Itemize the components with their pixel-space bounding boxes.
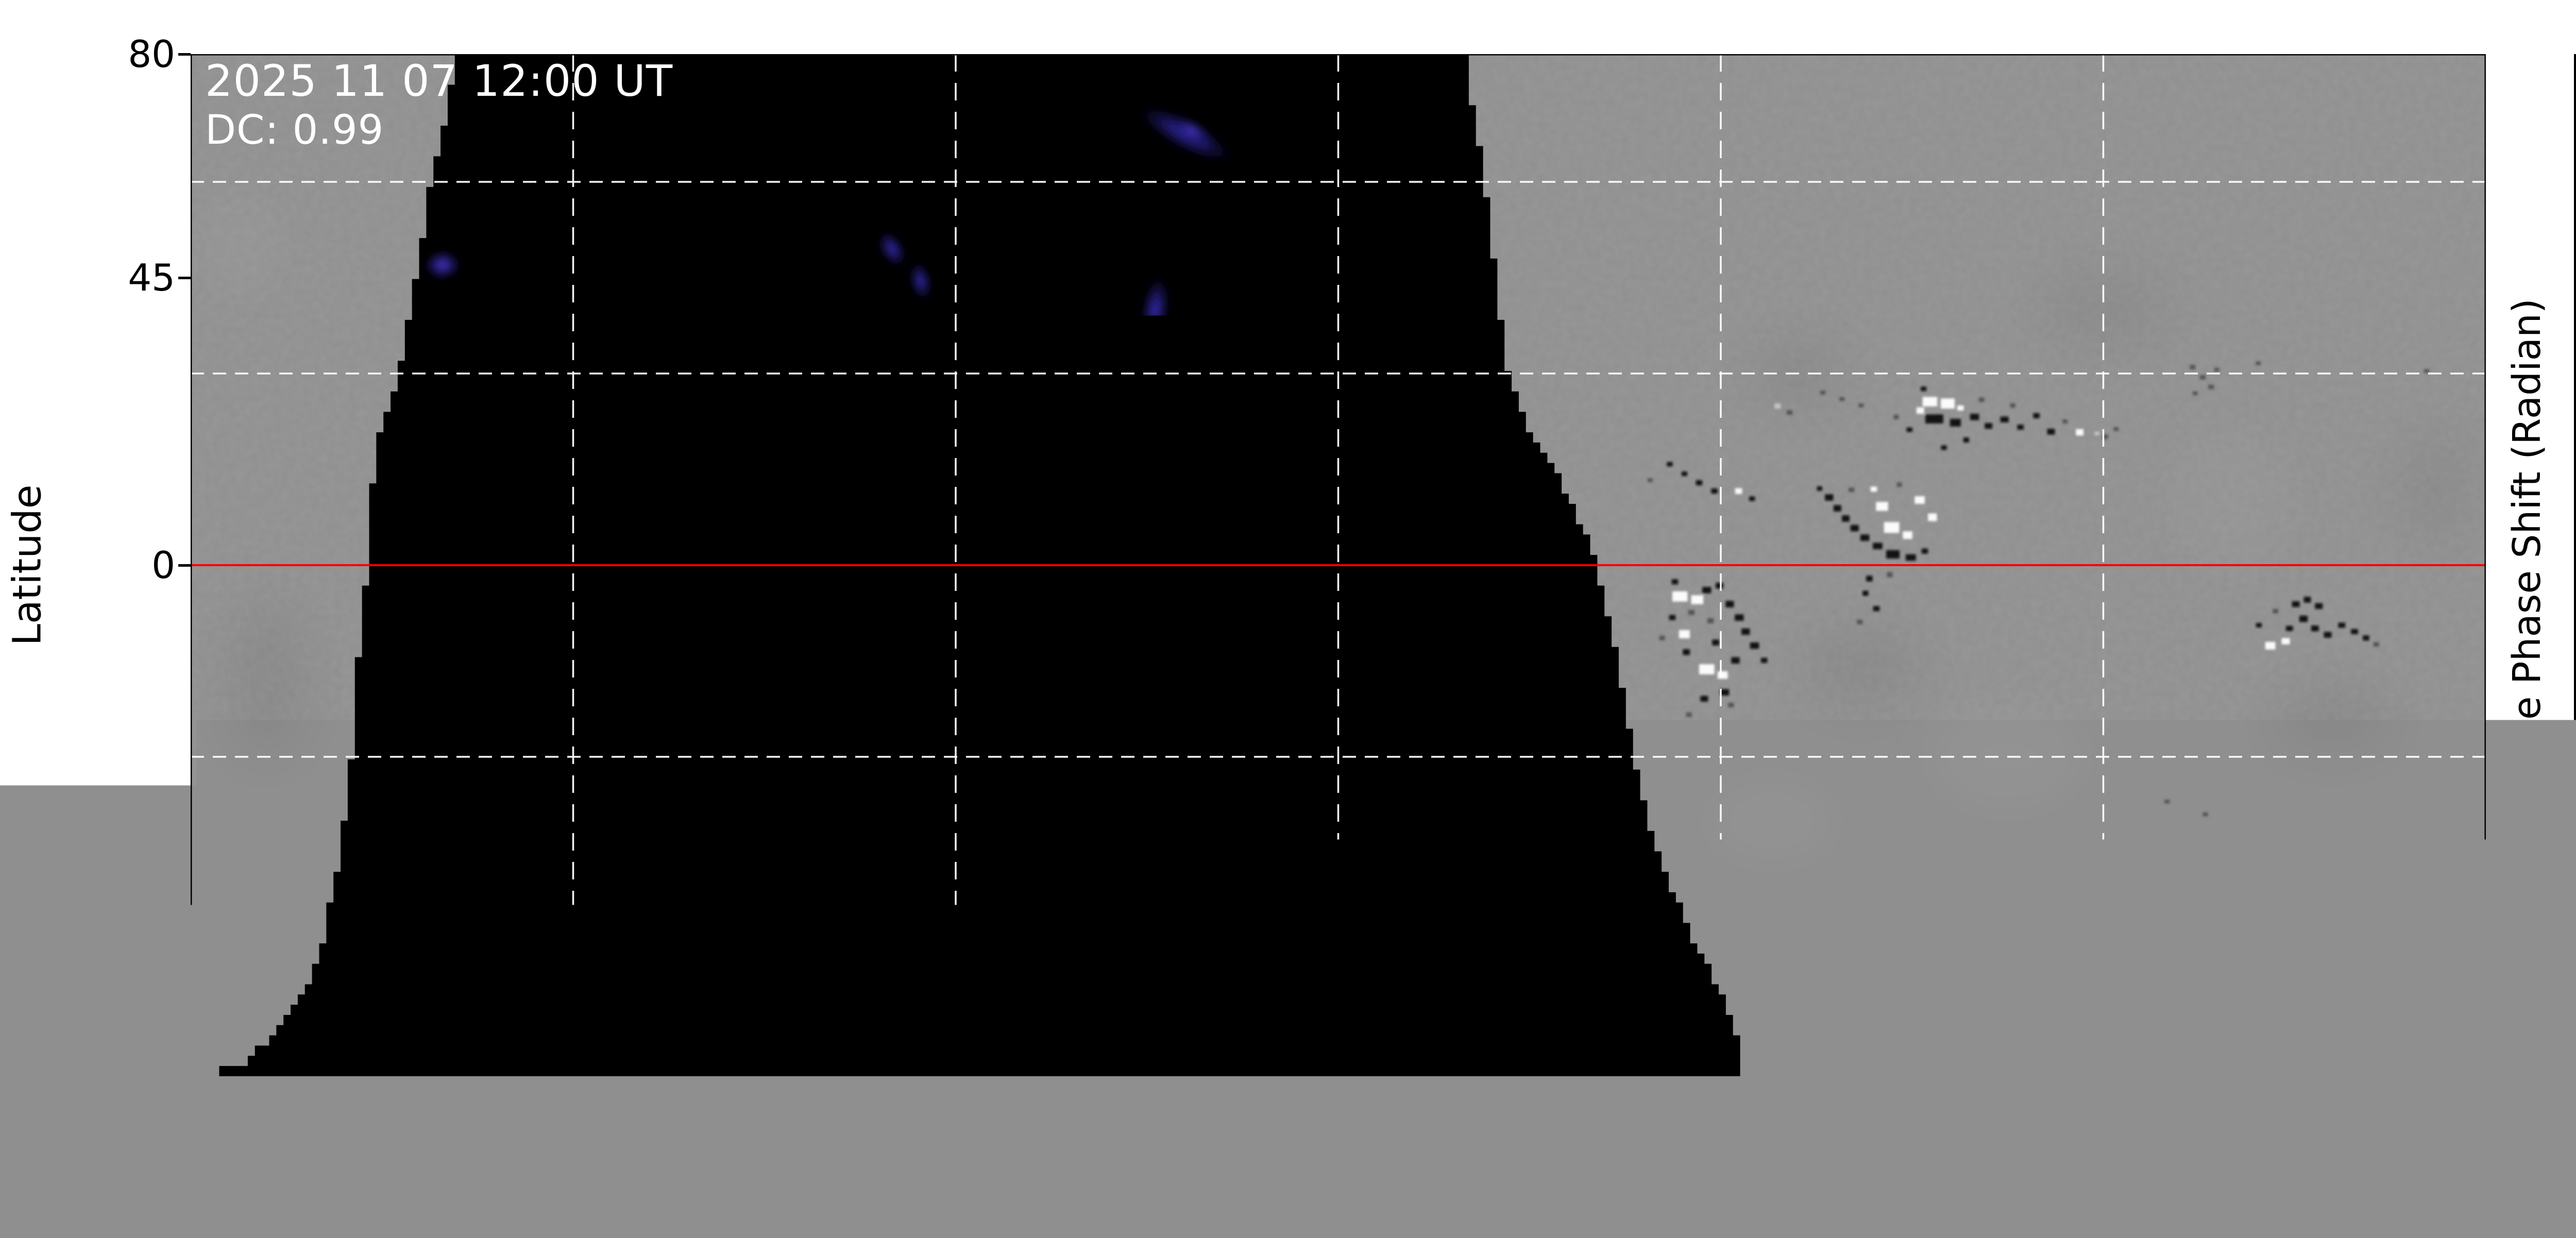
farside-blob [1471,605,1506,659]
farside-blob [1319,628,1348,663]
y-tick-mark [178,53,191,56]
farside-blob [1410,281,1452,312]
farside-blob [469,328,480,338]
farside-blob [1012,559,1039,591]
map-datetime-label: 2025 11 07 12:00 UT [205,58,673,104]
farside-blob [1430,773,1444,785]
x-tick-mark [2103,1076,2105,1089]
farside-blob [1200,616,1259,675]
farside-blob [1227,593,1251,626]
y-tick-label: -80 [21,1055,175,1098]
y-tick-label: 80 [21,32,175,76]
farside-blob [1489,523,1503,536]
farside-colorbar [2574,54,2576,1076]
x-tick-mark [572,1076,575,1089]
x-tick-label: 120 [920,1088,991,1131]
farside-blob [969,715,996,748]
x-tick-mark [2485,1076,2487,1089]
farside-blob [1267,770,1282,783]
farside-blob [790,581,809,600]
y-tick-mark [178,564,191,567]
farside-blob [967,649,997,677]
farside-blob [827,736,848,752]
farside-blob [835,789,856,806]
y-tick-label: 45 [21,256,175,299]
farside-colorbar-title: Farside Phase Shift (Radian) [2505,298,2549,832]
x-tick-label: 60 [550,1088,597,1131]
farside-blob [920,544,941,599]
solar-map-plot[interactable]: NISP NSO INTEGRATED SYNOPTIC PROGRAM 202… [191,54,2486,1076]
logo-nisp-text: NISP [2343,1001,2432,1056]
x-axis-title: Carrington Longitude [1131,1139,1546,1184]
x-tick-label: 360 [2450,1088,2521,1131]
farside-blob [424,250,461,280]
x-tick-label: 300 [2068,1088,2139,1131]
farside-blob [470,472,484,485]
y-tick-mark [178,852,191,854]
map-dc-label: DC: 0.99 [205,110,384,152]
figure: NISP NSO INTEGRATED SYNOPTIC PROGRAM 202… [0,0,2576,1238]
x-tick-mark [1337,1076,1340,1089]
y-tick-mark [178,1075,191,1078]
farside-blob [603,441,624,497]
x-tick-label: 0 [179,1088,202,1131]
x-tick-mark [955,1076,957,1089]
x-tick-mark [1720,1076,1722,1089]
farside-blob [960,501,977,528]
farside-blob [1318,699,1346,734]
farside-blob [577,918,589,928]
farside-blob [973,683,989,716]
y-axis-title: Latitude [4,485,50,646]
farside-blob [870,522,882,532]
y-tick-label: -45 [21,831,175,874]
y-tick-mark [178,277,191,279]
x-tick-label: 240 [1685,1088,1756,1131]
farside-blob [422,608,441,622]
x-tick-label: 180 [1303,1088,1374,1131]
farside-blob [985,378,1041,423]
x-tick-mark [190,1076,192,1089]
farside-blob [1256,550,1280,574]
farside-blob [585,491,643,541]
